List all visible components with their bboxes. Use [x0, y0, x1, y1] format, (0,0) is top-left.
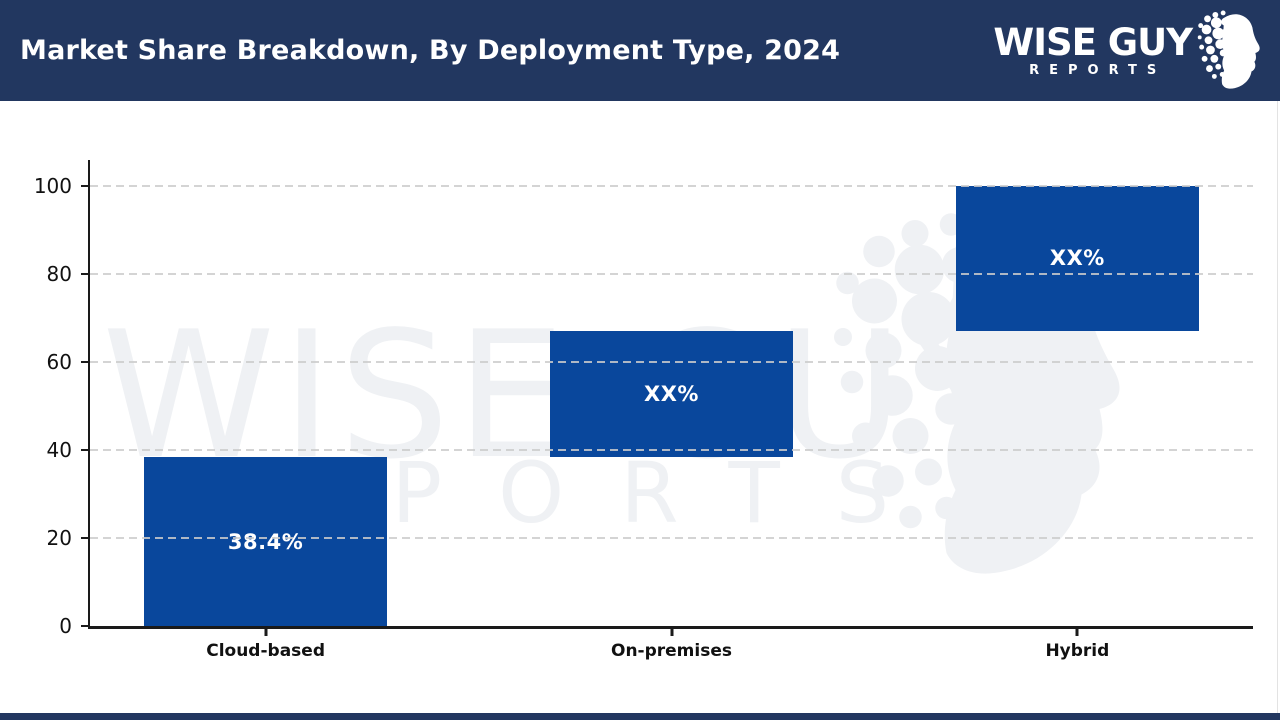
gridline	[90, 361, 1253, 364]
y-tick-label: 40	[46, 438, 72, 463]
x-tick	[1075, 629, 1079, 636]
x-tick	[670, 629, 673, 636]
bar: XX%	[955, 186, 1200, 331]
logo: WISE GUY REPORTS	[993, 9, 1264, 92]
x-tick-label: Cloud-based	[206, 641, 325, 661]
logo-text: WISE GUY REPORTS	[993, 21, 1193, 78]
logo-wordmark: WISE GUY	[993, 21, 1193, 64]
y-tick-label: 80	[46, 262, 72, 287]
y-tick	[81, 537, 89, 540]
y-tick-label: 100	[33, 174, 72, 199]
plot-right-edge	[1277, 101, 1278, 713]
chart-region: 38.4% Cloud-based XX% On-premises XX% Hybrid …	[0, 160, 1253, 661]
y-tick	[81, 625, 89, 627]
page-title: Market Share Breakdown, By Deployment Ty…	[20, 35, 841, 66]
bar: 38.4%	[143, 457, 388, 626]
logo-subtext: REPORTS	[1029, 63, 1167, 78]
y-tick-label: 0	[59, 614, 72, 638]
y-tick-label: 20	[46, 526, 72, 551]
x-tick-label: On-premises	[610, 641, 733, 661]
logo-head-icon	[1197, 9, 1260, 89]
y-tick	[81, 361, 89, 364]
footer-bar	[0, 713, 1280, 720]
y-tick-label: 60	[46, 350, 72, 375]
y-tick	[81, 273, 89, 276]
bar-value-label: XX%	[1049, 246, 1105, 271]
y-tick	[81, 449, 89, 452]
gridline	[90, 537, 1253, 540]
x-tick-label: Hybrid	[1045, 641, 1110, 661]
x-tick	[264, 629, 268, 636]
bar-value-label: XX%	[644, 381, 699, 406]
bar-value-label: 38.4%	[227, 529, 304, 554]
y-tick	[81, 185, 89, 188]
gridline	[90, 449, 1253, 452]
header: Market Share Breakdown, By Deployment Ty…	[0, 0, 1280, 101]
bar: XX%	[549, 330, 794, 458]
gridline	[90, 273, 1253, 276]
plot-area: 38.4% Cloud-based XX% On-premises XX% Hybrid	[88, 160, 1253, 661]
gridline	[90, 185, 1253, 188]
